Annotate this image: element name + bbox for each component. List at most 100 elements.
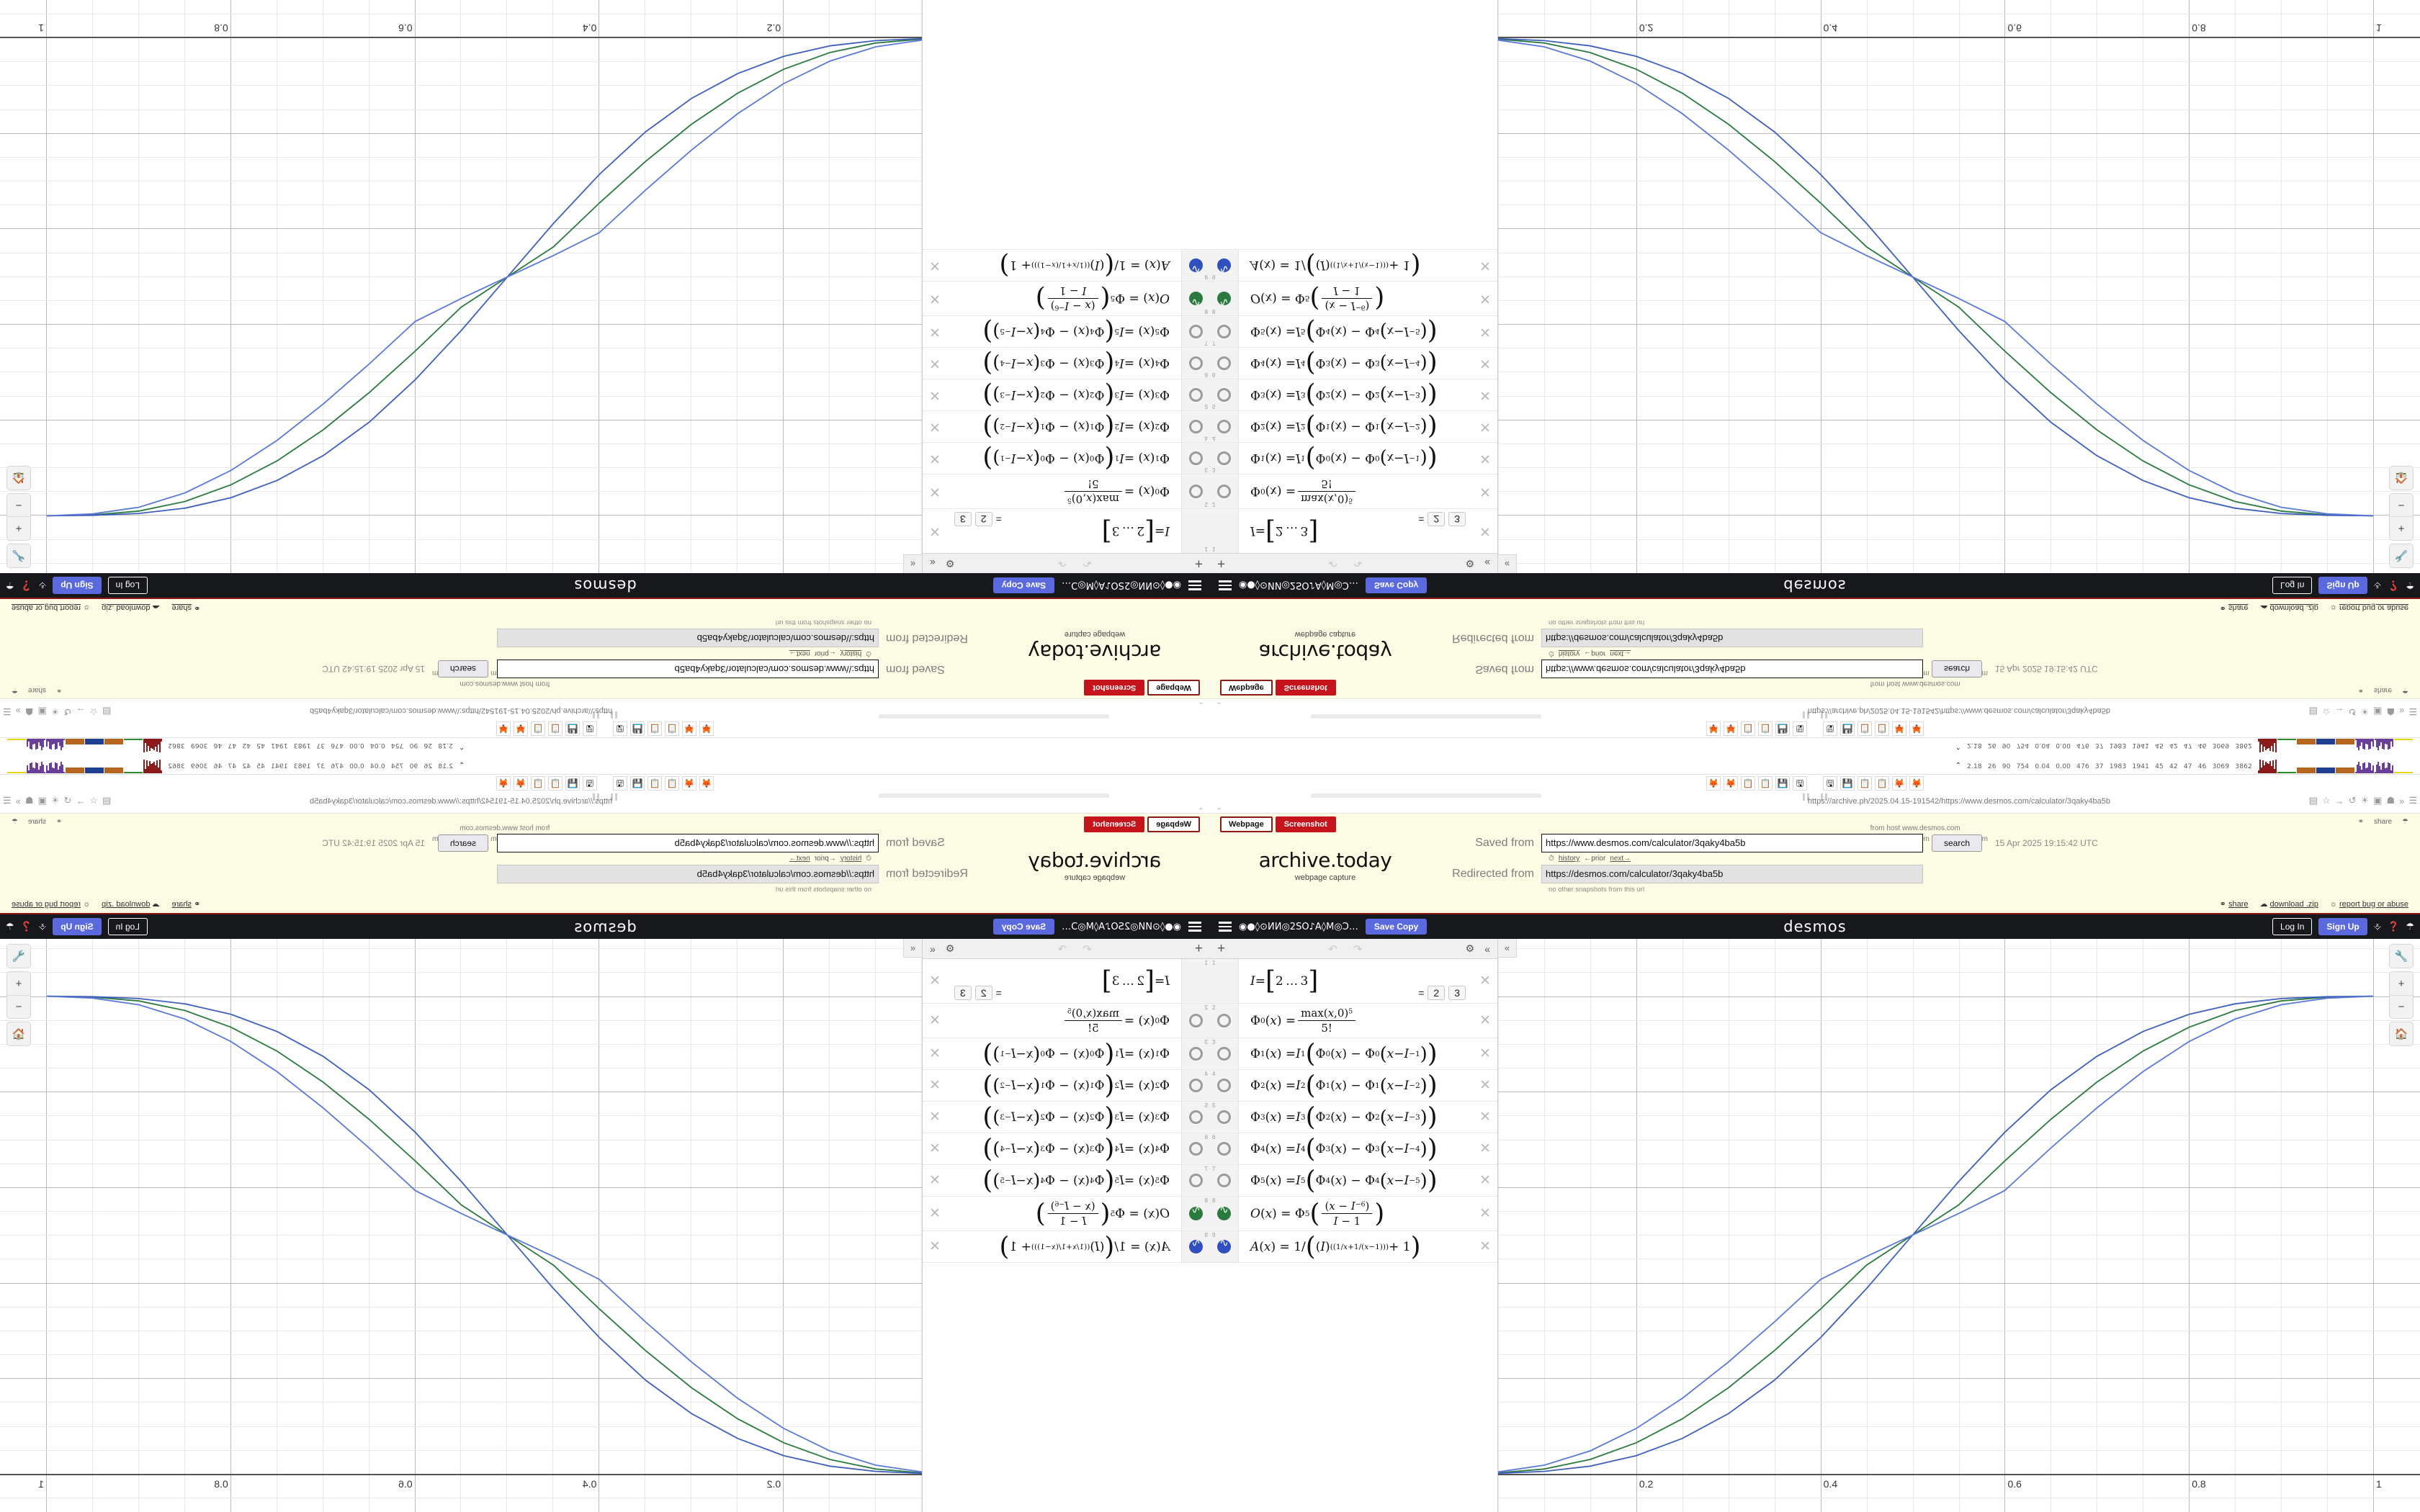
pocket-icon[interactable]: ☗ [2386,706,2396,717]
desmos-menu-icon[interactable] [1184,922,1210,932]
taskbar-firefox-icon[interactable]: 🦊 [1724,776,1738,791]
expression-math[interactable]: O(x) = Φ 5((x − I−6) I − 1) [1035,1199,1170,1228]
zoom-out-button[interactable]: − [2390,494,2413,517]
add-expression-button[interactable]: + [1194,941,1203,956]
delete-expression-button[interactable]: ✕ [1479,1110,1491,1125]
taskbar-notepad-icon[interactable]: 📋 [1875,776,1889,791]
undo-button[interactable]: ↶ [1328,942,1337,955]
taskbar-notepad-icon[interactable]: 📋 [665,721,679,736]
tab-strip-stub[interactable] [1311,714,1541,719]
expression-gutter[interactable]: 9 [1210,1231,1239,1262]
download-zip-link[interactable]: ☁ download .zip [2259,603,2318,612]
expression-row[interactable]: 5 Φ 3(x) = I 3(Φ 2(x) − Φ 2(x − I −3)) ✕ [923,379,1210,410]
gear-icon[interactable]: ⚙ [1465,942,1475,954]
share-icon[interactable]: ⎀ [38,580,47,591]
toolbar-right-group[interactable]: ⚙ « [1466,942,1490,955]
sysmon-caret-icon[interactable]: ⌃ [458,761,465,770]
gear-icon[interactable]: ⚙ [945,558,955,570]
expression-math[interactable]: Φ 5(x) = I 5(Φ 4(x) − Φ 4(x − I −5)) [982,1166,1170,1195]
expression-visibility-toggle[interactable] [1217,1203,1231,1220]
expression-gutter[interactable]: 5 [1181,379,1210,410]
delete-expression-button[interactable]: ✕ [929,1013,941,1028]
share-link[interactable]: ⚭ share [2219,900,2249,909]
share-link[interactable]: ⚭ share [171,900,201,909]
delete-expression-button[interactable]: ✕ [1479,387,1491,402]
expression-row[interactable]: 6 Φ 4(x) = I 4(Φ 3(x) − Φ 3(x − I −4)) ✕ [923,1133,1210,1165]
download-zip-link[interactable]: ☁ download .zip [102,603,161,612]
sysmon-caret-icon[interactable]: ⌃ [458,742,465,751]
expression-gutter[interactable]: 6 [1210,1133,1239,1164]
graph-controls[interactable]: 🔧 + − 🏠 [2390,945,2413,1045]
bookmark-star-icon[interactable]: ☆ [89,795,99,806]
expression-row[interactable]: 5 Φ 3(x) = I 3(Φ 2(x) − Φ 2(x − I −3)) ✕ [923,1102,1210,1133]
download-zip-link[interactable]: ☁ download .zip [102,900,161,909]
archive-footer-links[interactable]: ⚭ share ☁ download .zip ☼ report bug or … [2220,603,2408,613]
expression-math[interactable]: A(x) = 1/((I) ((1/x+1/(x−1))) + 1) [1250,251,1421,280]
expression-math[interactable]: Φ 0(x) = max(x,0)5 5! [1239,1004,1473,1038]
log-in-button[interactable]: Log In [107,577,148,594]
archive-footer-links[interactable]: ⚭ share ☁ download .zip ☼ report bug or … [12,899,200,909]
taskbar-terminal-icon[interactable]: 🖫 [583,776,597,791]
archive-top-links[interactable]: ⚭ share ☂ [2358,818,2408,826]
undo-button[interactable]: ↶ [1328,557,1337,570]
archive-tab-webpage[interactable]: Webpage [1147,680,1200,696]
delete-expression-button[interactable]: ✕ [929,1173,941,1188]
expression-visibility-toggle[interactable] [1217,420,1231,433]
desmos-menu-icon[interactable] [1184,580,1210,590]
expression-row[interactable]: 9 A(x) = 1/((I)((1/x+1/(x−1))) + 1) ✕ [1210,249,1497,281]
expression-gutter[interactable]: 5 [1181,1102,1210,1133]
expression-toolbar[interactable]: + ↶ ↷ ⚙ « [1210,939,1497,959]
expression-visibility-toggle[interactable] [1189,420,1203,433]
taskbar-save-icon[interactable]: 💾 [1775,776,1790,791]
expression-gutter[interactable]: 1 [1181,959,1210,1003]
taskbar-save-icon[interactable]: 💾 [1840,776,1855,791]
expression-gutter[interactable]: 2 [1181,1004,1210,1038]
toolbar-right-group[interactable]: ⚙ « [1466,557,1490,570]
expression-gutter[interactable]: 5 [1210,379,1239,410]
redo-button[interactable]: ↷ [1353,557,1363,570]
taskbar-save-icon[interactable]: 💾 [1840,721,1855,736]
archive-saved-from-input[interactable]: https://www.desmos.com/calculator/3qaky4… [1541,834,1923,852]
archive-history-link[interactable]: history [1558,855,1580,863]
taskbar-notepad-icon[interactable]: 📋 [1875,721,1889,736]
expression-visibility-toggle[interactable] [1189,1142,1203,1156]
expression-gutter[interactable]: 4 [1210,411,1239,442]
delete-expression-button[interactable]: ✕ [929,419,941,434]
expression-visibility-toggle[interactable] [1189,292,1203,305]
expression-math[interactable]: A(x) = 1/((I) ((1/x+1/(x−1))) + 1) [999,1232,1170,1261]
taskbar-save-icon[interactable]: 💾 [565,721,580,736]
expression-row[interactable]: 4 Φ 2(x) = I 2(Φ 1(x) − Φ 1(x − I −2)) ✕ [1210,410,1497,442]
taskbar-terminal-icon[interactable]: 🖫 [583,721,597,736]
delete-expression-button[interactable]: ✕ [929,387,941,402]
expression-gutter[interactable]: 3 [1210,1038,1239,1069]
address-bar-url[interactable]: https://archive.ph/2025.04.15-191542/htt… [1807,797,2110,806]
archive-history-links[interactable]: ⏱ history ←prior next→ [266,855,871,863]
menu-icon[interactable]: ☰ [2408,706,2417,717]
zoom-in-button[interactable]: + [7,517,30,540]
taskbar-notepad-icon[interactable]: 📋 [1741,721,1755,736]
chrome-caret-icon[interactable]: ⌃ [1216,807,1223,816]
taskbar-firefox-icon[interactable]: 🦊 [682,721,696,736]
expression-row[interactable]: 6 Φ 4(x) = I 4(Φ 3(x) − Φ 3(x − I −4)) ✕ [923,347,1210,379]
expression-visibility-toggle[interactable] [1189,451,1203,465]
extension-icon[interactable]: ▣ [2373,706,2383,717]
expression-math[interactable]: Φ 3(x) = I 3(Φ 2(x) − Φ 2(x − I −3)) [1250,1102,1438,1132]
expression-gutter[interactable]: 9 [1181,250,1210,281]
report-bug-link[interactable]: ☼ report bug or abuse [2329,899,2408,909]
desmos-menu-icon[interactable] [1210,580,1236,590]
archive-tabs[interactable]: Webpage Screenshot [1084,680,1200,696]
address-bar-url[interactable]: https://archive.ph/2025.04.15-191542/htt… [310,797,613,806]
share-icon[interactable]: ⚭ [55,686,63,694]
reader-icon[interactable]: ▤ [102,795,112,806]
report-bug-link[interactable]: ☼ report bug or abuse [2329,603,2408,613]
expression-row[interactable]: 3 Φ 1(x) = I 1(Φ 0(x) − Φ 0(x − I −1)) ✕ [1210,1038,1497,1070]
sign-up-button[interactable]: Sign Up [53,577,102,594]
browser-toolbar-icons[interactable]: ▤ ☆ → ↺ ☀ ▣ ☗ » ☰ [3,795,111,806]
taskbar-firefox-icon[interactable]: 🦊 [682,776,696,791]
expression-math[interactable]: Φ 5(x) = I 5(Φ 4(x) − Φ 4(x − I −5)) [982,317,1170,346]
expression-row[interactable]: 3 Φ 1(x) = I 1(Φ 0(x) − Φ 0(x − I −1)) ✕ [923,442,1210,474]
report-bug-link[interactable]: ☼ report bug or abuse [12,899,91,909]
address-bar-url[interactable]: https://archive.ph/2025.04.15-191542/htt… [310,706,613,715]
